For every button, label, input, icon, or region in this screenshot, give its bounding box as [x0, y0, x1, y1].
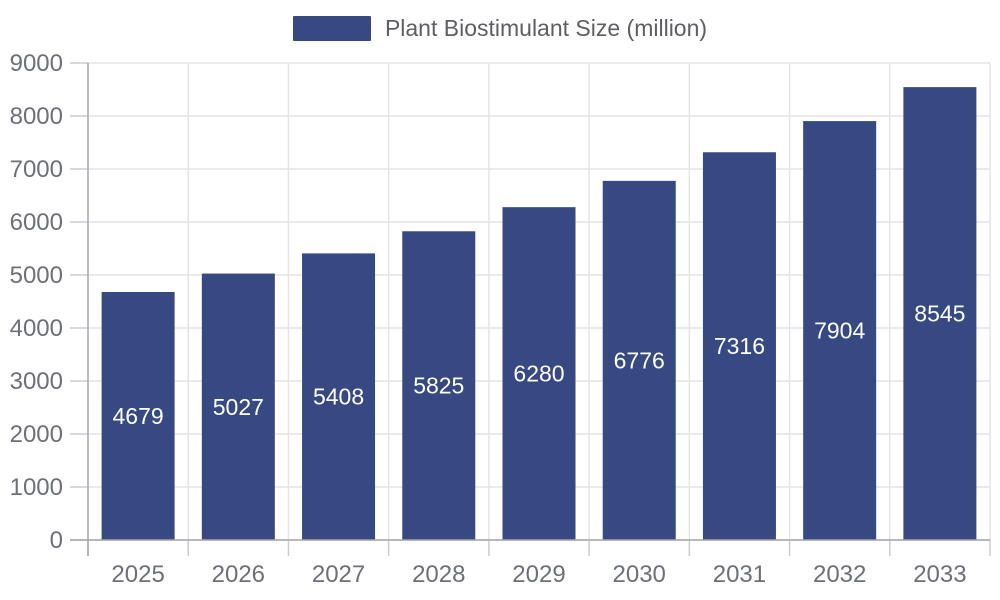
x-axis-label: 2030: [613, 561, 666, 588]
x-axis-label: 2026: [212, 561, 265, 588]
y-axis-label: 7000: [10, 156, 63, 183]
x-axis-label: 2028: [412, 561, 465, 588]
y-axis-label: 2000: [10, 421, 63, 448]
bar-value-label: 6280: [513, 361, 564, 387]
y-axis-label: 0: [50, 527, 63, 554]
y-axis-label: 9000: [10, 50, 63, 77]
bar-2026: [201, 273, 275, 540]
bar-2033: [903, 87, 977, 541]
legend-swatch: [292, 16, 371, 41]
bar-value-label: 4679: [113, 403, 164, 429]
bar-2025: [101, 292, 175, 540]
bar-2028: [402, 231, 476, 540]
bar-value-label: 5825: [413, 373, 464, 399]
x-axis-label: 2025: [111, 561, 164, 588]
bar-value-label: 5408: [313, 384, 364, 410]
bar-2027: [302, 253, 376, 540]
x-axis-label: 2029: [512, 561, 565, 588]
bar-2029: [502, 207, 576, 540]
y-axis-label: 3000: [10, 368, 63, 395]
legend-item[interactable]: Plant Biostimulant Size (million): [0, 16, 1000, 41]
bar-value-label: 8545: [914, 301, 965, 327]
legend-label: Plant Biostimulant Size (million): [384, 15, 708, 41]
x-axis-label: 2033: [913, 561, 966, 588]
bar-value-label: 7316: [714, 333, 765, 359]
bar-value-label: 5027: [213, 394, 264, 420]
y-axis-label: 1000: [10, 474, 63, 501]
bar-2032: [803, 121, 877, 540]
x-axis-label: 2027: [312, 561, 365, 588]
x-axis-label: 2032: [813, 561, 866, 588]
bar-value-label: 6776: [614, 347, 665, 373]
y-axis-label: 8000: [10, 103, 63, 130]
y-axis-label: 4000: [10, 315, 63, 342]
x-axis-label: 2031: [713, 561, 766, 588]
bar-value-label: 7904: [814, 318, 865, 344]
bar-2030: [602, 180, 676, 540]
bar-2031: [702, 152, 776, 540]
y-axis-label: 6000: [10, 209, 63, 236]
y-axis-label: 5000: [10, 262, 63, 289]
